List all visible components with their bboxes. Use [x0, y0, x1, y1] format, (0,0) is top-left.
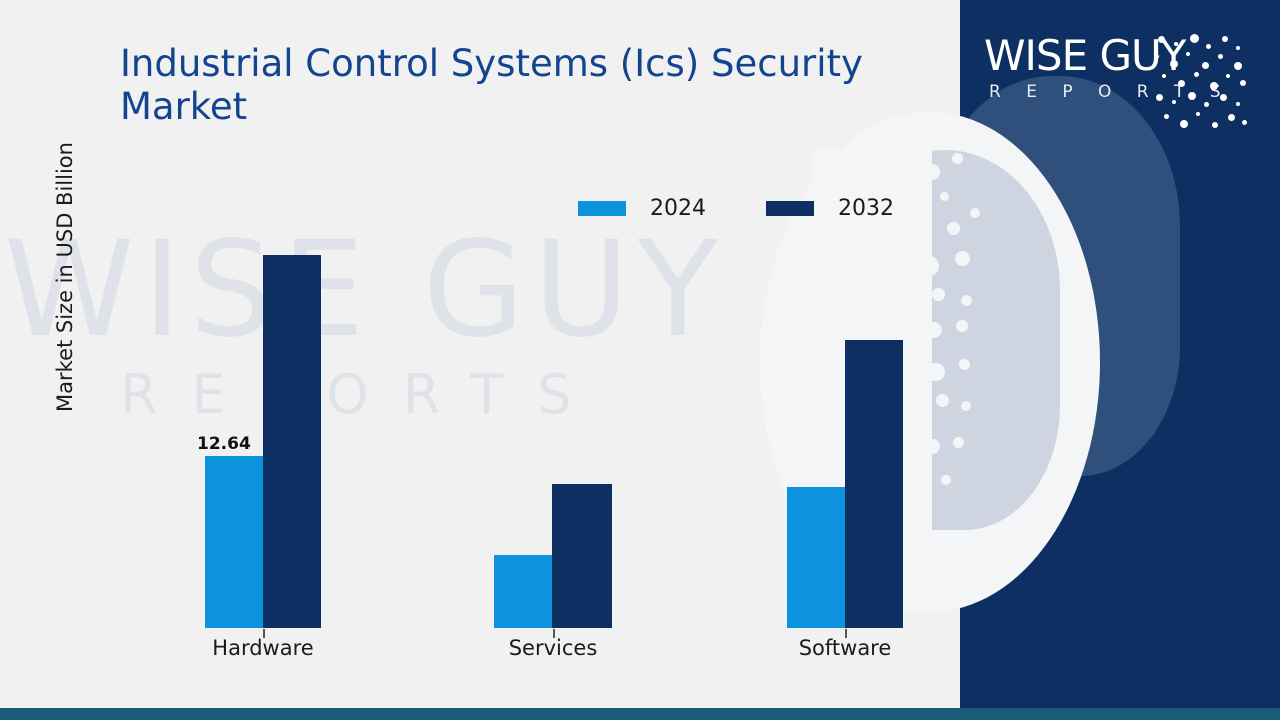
legend-item-2024[interactable]: 2024 — [578, 196, 766, 221]
bubble-dot-icon — [863, 231, 881, 249]
logo-dot-icon — [1170, 60, 1178, 68]
logo-dot-icon — [1186, 52, 1190, 56]
logo-dot-icon — [1218, 54, 1223, 59]
logo-dot-icon — [1220, 94, 1227, 101]
logo-dot-icon — [1234, 62, 1242, 70]
bubble-dot-icon — [927, 363, 945, 381]
legend-swatch-2024 — [578, 201, 626, 216]
legend-label-2024: 2024 — [650, 196, 706, 221]
chart-legend: 2024 2032 — [578, 196, 894, 221]
bar-services-2024[interactable] — [494, 555, 552, 628]
logo-dot-icon — [1158, 36, 1165, 43]
logo-dot-icon — [1174, 42, 1178, 46]
legend-item-2032[interactable]: 2032 — [766, 196, 894, 221]
logo-dot-icon — [1196, 112, 1200, 116]
logo-dot-pattern-icon — [1152, 32, 1247, 137]
x-axis-label-services: Services — [508, 636, 598, 660]
bar-hardware-2024[interactable] — [205, 456, 263, 628]
bubble-dot-icon — [926, 322, 942, 338]
x-axis-label-hardware: Hardware — [212, 636, 314, 660]
bubble-dot-icon — [875, 281, 889, 295]
legend-swatch-2032 — [766, 201, 814, 216]
bubble-dot-icon — [906, 402, 922, 418]
logo-wordmark: WISE GUY — [984, 31, 1186, 80]
bubble-dot-icon — [911, 479, 925, 493]
bubble-dot-icon — [906, 224, 930, 248]
page-title: Industrial Control Systems (Ics) Securit… — [120, 42, 863, 128]
bar-chart: Market Size in USD Billion 2024 2032 12.6… — [53, 142, 903, 660]
bubble-dot-icon — [939, 191, 949, 201]
bubble-dot-icon — [862, 312, 882, 332]
bar-hardware-2032[interactable] — [263, 255, 321, 628]
logo-dot-icon — [1194, 72, 1199, 77]
logo-dot-icon — [1172, 100, 1176, 104]
bar-software-2024[interactable] — [787, 487, 845, 628]
x-axis-label-software: Software — [798, 636, 892, 660]
bubble-dot-icon — [888, 318, 912, 342]
logo-dot-icon — [1222, 36, 1228, 42]
bubble-dot-icon — [946, 221, 960, 235]
bubble-dot-icon — [960, 294, 972, 306]
logo-dot-icon — [1212, 122, 1218, 128]
bubble-dot-icon — [924, 438, 940, 454]
logo-dot-icon — [1202, 62, 1209, 69]
x-axis-tick-services — [553, 629, 555, 638]
logo-dot-icon — [1204, 102, 1209, 107]
bubble-dot-icon — [952, 436, 964, 448]
x-axis-tick-hardware — [263, 629, 265, 638]
logo-dot-icon — [1178, 80, 1185, 87]
bubble-dot-icon — [919, 256, 939, 276]
bubble-dot-icon — [935, 393, 949, 407]
logo-dot-icon — [1236, 46, 1240, 50]
bottom-accent-strip — [0, 708, 1280, 720]
logo-dot-icon — [1190, 34, 1199, 43]
logo-dot-icon — [1242, 120, 1247, 125]
x-axis-tick-software — [845, 629, 847, 638]
logo-dot-icon — [1206, 44, 1211, 49]
logo-dot-icon — [1236, 102, 1240, 106]
bubble-dot-icon — [921, 509, 931, 519]
bubble-dot-icon — [951, 152, 963, 164]
logo-dot-icon — [1164, 114, 1169, 119]
bar-value-label-hardware-2024: 12.64 — [197, 434, 251, 454]
logo-dot-icon — [1156, 94, 1163, 101]
bubble-dot-icon — [931, 287, 945, 301]
logo-dot-icon — [1240, 80, 1246, 86]
brand-logo: WISE GUY R E P O R T S — [984, 31, 1247, 128]
bar-services-2032[interactable] — [552, 484, 612, 628]
bubble-dot-icon — [954, 250, 970, 266]
bubble-dot-icon — [924, 164, 940, 180]
bubble-dot-icon — [873, 155, 899, 181]
bubble-dot-icon — [892, 254, 908, 270]
logo-dot-icon — [1154, 54, 1159, 59]
bubble-dot-icon — [899, 290, 919, 310]
logo-dot-icon — [1210, 82, 1218, 90]
legend-label-2032: 2032 — [838, 196, 894, 221]
bubble-dot-icon — [885, 201, 907, 223]
logo-dot-icon — [1162, 74, 1166, 78]
bubble-dot-icon — [941, 475, 951, 485]
plot-area: 12.64 — [197, 255, 903, 628]
bar-software-2032[interactable] — [845, 340, 903, 628]
bubble-dot-icon — [958, 358, 970, 370]
logo-dot-icon — [1226, 74, 1230, 78]
bubble-dot-icon — [905, 195, 919, 209]
bubble-dot-icon — [970, 208, 980, 218]
logo-dot-icon — [1180, 120, 1188, 128]
logo-dot-icon — [1188, 92, 1196, 100]
bubble-dot-icon — [956, 320, 968, 332]
logo-dot-icon — [1228, 114, 1235, 121]
bubble-dot-icon — [961, 401, 971, 411]
